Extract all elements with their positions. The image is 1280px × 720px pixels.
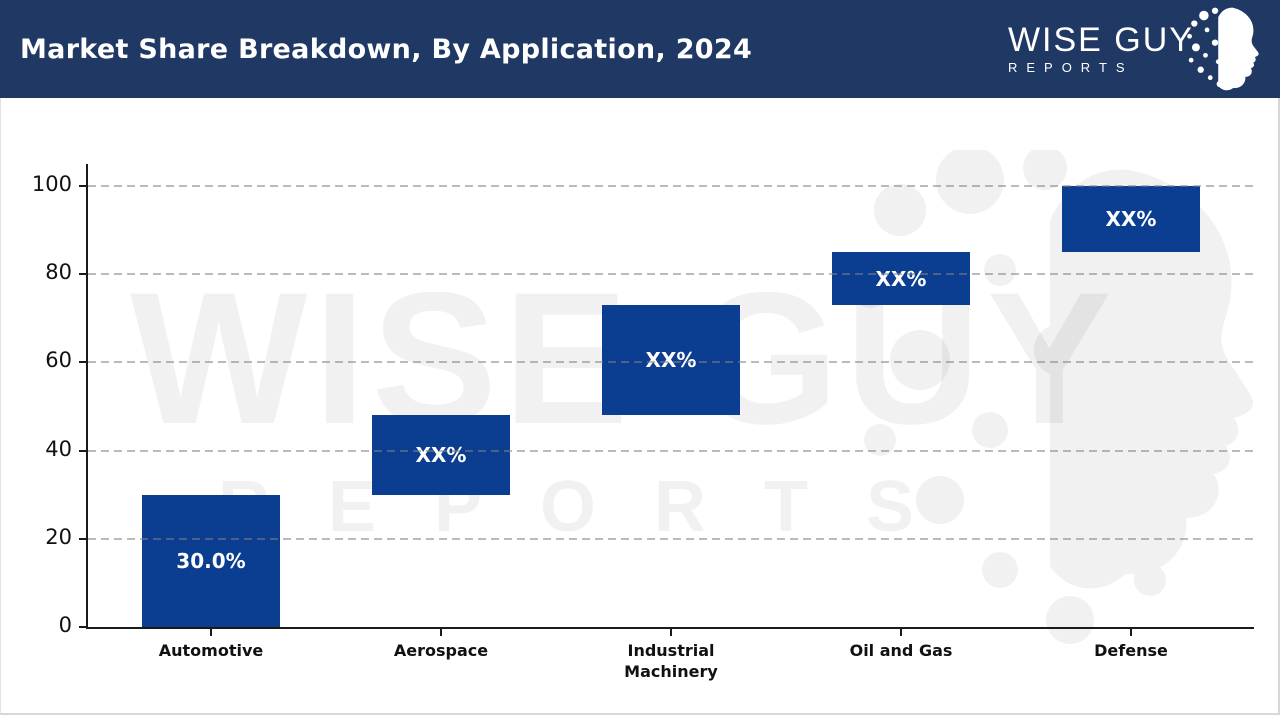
y-axis-line (86, 164, 88, 629)
y-tick-mark-20 (79, 537, 87, 540)
bar-automotive: 30.0% (142, 494, 280, 627)
bar-value-label: XX% (1105, 207, 1157, 232)
brand-wordmark: WISE GUY (1007, 21, 1194, 59)
y-tick-mark-0 (79, 626, 87, 628)
bar-oil-and-gas: XX% (832, 252, 970, 306)
x-tick-mark-2 (670, 629, 672, 636)
y-tick-label-60: 60 (45, 348, 72, 373)
y-tick-label-100: 100 (31, 172, 72, 196)
y-tick-label-0: 0 (58, 613, 72, 637)
y-tick-mark-60 (79, 361, 87, 364)
y-tick-mark-80 (79, 273, 87, 276)
brand-reports-text: REPORTS (1007, 60, 1134, 75)
bar-industrial-machinery: XX% (602, 305, 740, 416)
y-gridline-80 (88, 273, 1254, 276)
x-tick-mark-0 (210, 629, 212, 636)
header-bar: Market Share Breakdown, By Application, … (0, 0, 1280, 98)
y-tick-label-80: 80 (45, 260, 72, 285)
y-tick-mark-40 (79, 449, 87, 452)
y-tick-label-40: 40 (45, 436, 72, 461)
bar-value-label: XX% (875, 266, 927, 291)
brand-logo-text: WISE GUY REPORTS (1008, 23, 1194, 75)
y-tick-label-20: 20 (45, 524, 72, 549)
x-tick-mark-1 (440, 629, 442, 636)
y-tick-mark-100 (79, 185, 87, 187)
bar-value-label: 30.0% (176, 548, 246, 573)
x-tick-label-1: Aerospace (393, 641, 489, 660)
x-tick-label-3: Oil and Gas (849, 641, 953, 660)
x-axis-line (86, 627, 1254, 629)
bar-aerospace: XX% (372, 415, 510, 495)
brand-face-icon (1187, 7, 1259, 91)
bar-value-label: XX% (645, 348, 697, 373)
bar-defense: XX% (1062, 186, 1200, 253)
x-tick-mark-3 (900, 629, 902, 636)
y-gridline-100 (88, 185, 1254, 187)
bar-value-label: XX% (415, 443, 467, 467)
x-tick-mark-4 (1130, 629, 1132, 636)
y-gridline-20 (88, 537, 1254, 540)
x-tick-label-4: Defense (1094, 641, 1168, 660)
y-gridline-60 (88, 361, 1254, 364)
x-tick-label-0: Automotive (158, 641, 264, 660)
y-gridline-40 (88, 449, 1254, 452)
brand-logo: WISE GUY REPORTS (1008, 6, 1264, 92)
x-tick-label-2: Industrial Machinery (624, 641, 718, 681)
page-title: Market Share Breakdown, By Application, … (20, 33, 753, 65)
